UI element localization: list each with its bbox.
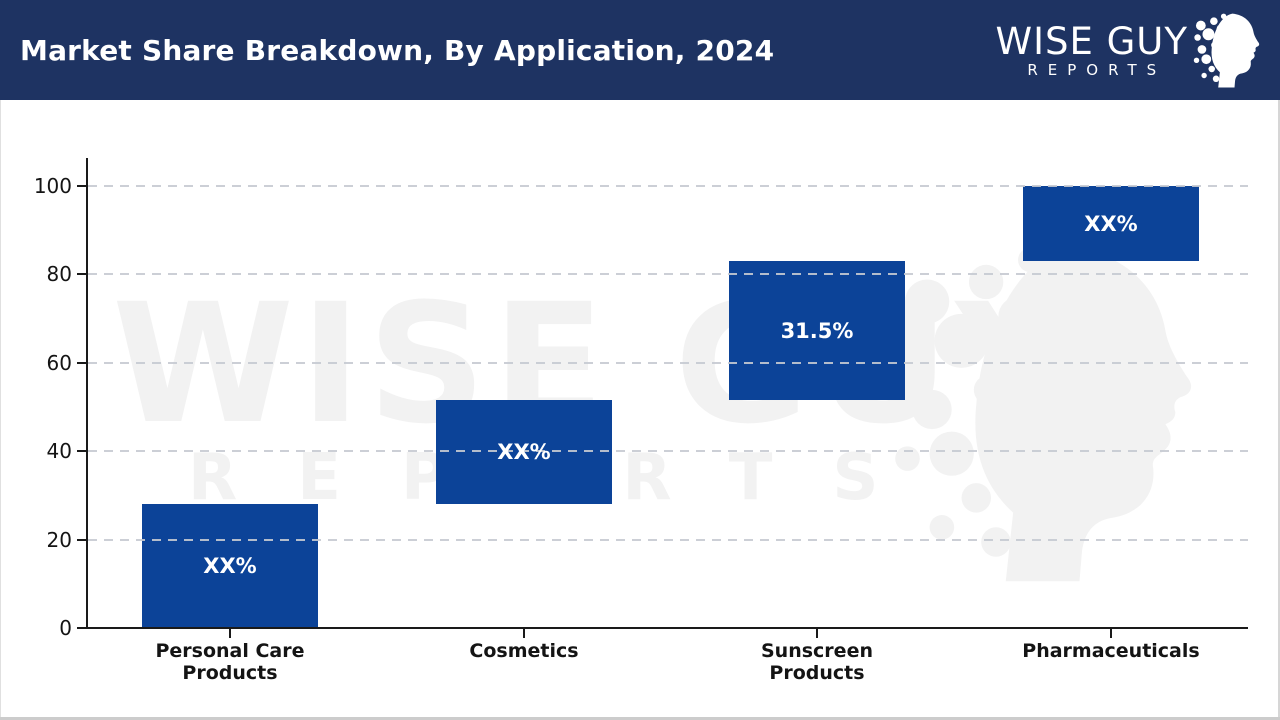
bar-pharmaceuticals xyxy=(1023,186,1199,262)
brand-subname: REPORTS xyxy=(1027,60,1167,79)
y-tick-label-20: 20 xyxy=(46,527,72,552)
y-tick-label-80: 80 xyxy=(46,262,72,287)
x-category-label-cosmetics: Cosmetics xyxy=(469,640,579,662)
y-axis-line xyxy=(86,158,88,629)
y-tick-label-60: 60 xyxy=(46,350,72,375)
bar-sunscreen-products xyxy=(729,261,905,401)
bar-value-label-pharmaceuticals: XX% xyxy=(1084,211,1138,236)
x-category-label-sunscreen-products: Sunscreen Products xyxy=(761,640,873,684)
x-category-label-personal-care-products: Personal Care Products xyxy=(155,640,305,684)
y-tick-label-0: 0 xyxy=(59,616,72,640)
y-axis-tick-40 xyxy=(77,450,87,453)
y-axis-tick-0 xyxy=(77,627,87,629)
bar-personal-care-products xyxy=(142,504,318,628)
watermark-face-icon xyxy=(895,247,1192,582)
y-axis-tick-60 xyxy=(77,361,87,364)
x-axis-line xyxy=(86,627,1248,629)
image-border-left xyxy=(0,100,1,720)
brand-logo: WISE GUY REPORTS xyxy=(996,6,1266,94)
brand-name: WISE GUY xyxy=(995,19,1188,63)
page-title: Market Share Breakdown, By Application, … xyxy=(20,33,775,67)
gridline-80 xyxy=(88,273,1248,276)
bar-cosmetics xyxy=(436,400,612,505)
y-axis-tick-20 xyxy=(77,538,87,541)
x-category-label-pharmaceuticals: Pharmaceuticals xyxy=(1022,640,1200,662)
bar-value-label-personal-care-products: XX% xyxy=(203,554,257,579)
gridline-40 xyxy=(88,450,1248,453)
y-axis-tick-80 xyxy=(77,273,87,276)
y-tick-label-100: 100 xyxy=(33,174,72,198)
bar-value-label-cosmetics: XX% xyxy=(497,440,551,465)
brand-wordmark: WISE GUY REPORTS xyxy=(996,23,1188,78)
bar-value-label-sunscreen-products: 31.5% xyxy=(780,318,854,343)
header: Market Share Breakdown, By Application, … xyxy=(0,0,1280,100)
y-axis-tick-100 xyxy=(77,185,87,187)
y-tick-label-40: 40 xyxy=(46,439,72,464)
x-axis-tick-pharmaceuticals xyxy=(1110,629,1112,638)
x-axis-tick-cosmetics xyxy=(523,629,525,638)
gridline-60 xyxy=(88,361,1248,364)
x-axis-tick-sunscreen-products xyxy=(816,629,818,638)
image-border-right xyxy=(1278,100,1280,720)
x-axis-tick-personal-care-products xyxy=(229,629,231,638)
gridline-100 xyxy=(88,185,1248,187)
image-border-bottom xyxy=(0,717,1280,720)
brand-face-icon xyxy=(1193,13,1260,88)
gridline-20 xyxy=(88,538,1248,541)
